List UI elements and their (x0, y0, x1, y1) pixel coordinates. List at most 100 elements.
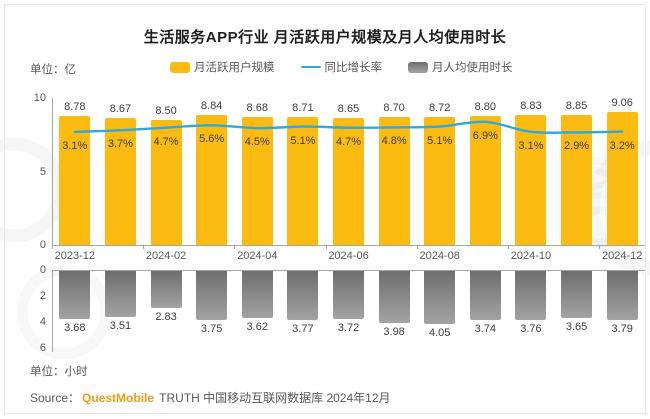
mau-value-label: 8.84 (200, 100, 223, 113)
duration-bar (241, 271, 273, 319)
mau-bar (378, 117, 410, 245)
growth-value-label: 3.7% (107, 138, 133, 151)
mau-bar (561, 114, 593, 245)
x-axis-top (52, 245, 645, 246)
y-axis-top (52, 98, 53, 245)
x-tick-label: 2023-12 (54, 250, 95, 262)
mau-bar (150, 120, 182, 245)
y-tick-label: 4 (39, 316, 46, 328)
duration-bar (469, 271, 501, 320)
x-axis-tick (234, 245, 236, 249)
mau-bar (241, 117, 273, 245)
mau-bar (59, 115, 91, 245)
duration-value-label: 3.65 (565, 321, 588, 334)
x-tick-label: 2024-08 (419, 250, 460, 262)
mau-value-label: 8.65 (337, 102, 360, 115)
duration-value-label: 3.79 (611, 323, 633, 336)
mau-value-label: 8.72 (429, 101, 451, 114)
duration-bar (104, 271, 136, 317)
y-tick-label: 5 (39, 165, 46, 178)
y-tick-label: 2 (39, 290, 46, 302)
x-tick-label: 2024-10 (510, 250, 552, 262)
duration-bar (150, 271, 182, 308)
duration-value-label: 2.83 (155, 310, 177, 323)
source-brand: QuestMobile (82, 391, 155, 405)
mau-bar (606, 111, 638, 245)
legend-label-mau: 月活跃用户规模 (194, 62, 275, 74)
y-tick-label: 6 (39, 342, 46, 354)
mau-bar (196, 115, 228, 245)
mau-value-label: 8.50 (155, 105, 177, 118)
x-axis-tick (325, 245, 327, 249)
duration-value-label: 3.76 (520, 322, 542, 335)
mau-value-label: 8.85 (565, 99, 588, 112)
mau-value-label: 8.80 (474, 100, 497, 113)
legend-item-growth: 同比增长率 (300, 59, 382, 75)
legend-swatch-growth-line (300, 65, 321, 69)
mau-value-label: 8.71 (292, 101, 314, 114)
x-axis-bottom (52, 270, 645, 271)
mau-bar (333, 117, 364, 245)
y-tick-label: 10 (33, 92, 46, 104)
duration-value-label: 4.05 (429, 326, 451, 339)
duration-value-label: 3.68 (64, 321, 86, 334)
growth-value-label: 4.7% (335, 135, 362, 148)
growth-value-label: 5.1% (290, 134, 316, 147)
mau-value-label: 8.68 (246, 102, 268, 115)
unit-label-top: 单位：亿 (30, 64, 76, 76)
y-axis-bottom (52, 270, 53, 352)
growth-value-label: 4.7% (153, 135, 179, 148)
mau-value-label: 8.70 (383, 102, 405, 115)
legend-label-duration: 月人均使用时长 (432, 62, 513, 74)
x-axis-tick (508, 245, 510, 249)
duration-bar (59, 271, 91, 319)
duration-bar (606, 271, 638, 321)
x-axis-tick (52, 245, 53, 249)
y-tick-label: 0 (39, 239, 46, 251)
legend-swatch-mau (170, 61, 190, 73)
mau-value-label: 8.83 (520, 100, 542, 113)
growth-value-label: 4.8% (381, 135, 407, 148)
mau-value-label: 8.67 (109, 102, 132, 115)
duration-value-label: 3.62 (246, 321, 268, 334)
growth-value-label: 5.6% (199, 133, 225, 146)
x-axis-tick (416, 245, 418, 249)
growth-value-label: 3.1% (62, 139, 88, 152)
duration-bar (333, 271, 364, 320)
growth-value-label: 2.9% (564, 140, 590, 153)
duration-value-label: 3.75 (200, 322, 223, 335)
duration-value-label: 3.72 (337, 322, 360, 335)
duration-value-label: 3.74 (474, 322, 497, 335)
x-tick-label: 2024-06 (328, 250, 369, 262)
growth-value-label: 3.1% (518, 139, 544, 152)
duration-bar (378, 271, 410, 323)
duration-value-label: 3.51 (109, 319, 132, 332)
duration-bar (196, 271, 228, 320)
chart-title: 生活服务APP行业 月活跃用户规模及月人均使用时长 (143, 29, 507, 46)
mau-bar (287, 116, 319, 245)
growth-value-label: 6.9% (472, 129, 498, 142)
duration-bar (561, 271, 593, 319)
legend-item-mau: 月活跃用户规模 (170, 59, 275, 75)
growth-value-label: 4.5% (244, 136, 270, 149)
x-axis-tick (143, 245, 145, 249)
duration-value-label: 3.77 (292, 323, 314, 335)
x-tick-label: 2024-02 (145, 250, 187, 262)
x-tick-label: 2024-04 (237, 250, 278, 262)
x-axis-tick (599, 245, 601, 249)
y-tick-label: 0 (39, 264, 46, 276)
mau-value-label: 8.78 (64, 100, 86, 113)
source-rest: TRUTH 中国移动互联网数据库 2024年12月 (156, 391, 391, 405)
unit-label-bottom: 单位：小时 (30, 366, 88, 378)
duration-bar (287, 271, 319, 320)
mau-bar (469, 115, 501, 245)
mau-bar (515, 115, 547, 245)
source-prefix: Source： (30, 391, 81, 405)
source-line: Source： QuestMobile TRUTH 中国移动互联网数据库 2024… (30, 389, 391, 406)
legend: 月活跃用户规模 同比增长率 月人均使用时长 (170, 59, 513, 75)
mau-value-label: 9.06 (611, 96, 633, 109)
growth-value-label: 5.1% (427, 134, 453, 147)
x-tick-label: 2024-12 (602, 250, 643, 262)
